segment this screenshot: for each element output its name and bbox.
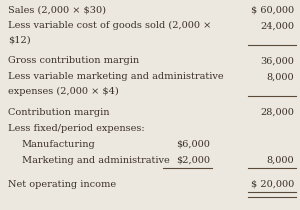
Text: $ 60,000: $ 60,000 (251, 5, 294, 14)
Text: $2,000: $2,000 (176, 156, 210, 165)
Text: $ 20,000: $ 20,000 (251, 180, 294, 189)
Text: 36,000: 36,000 (260, 56, 294, 66)
Text: Marketing and administrative: Marketing and administrative (22, 156, 170, 165)
Text: Net operating income: Net operating income (8, 180, 116, 189)
Text: Less variable marketing and administrative: Less variable marketing and administrati… (8, 72, 224, 81)
Text: Less fixed/period expenses:: Less fixed/period expenses: (8, 124, 145, 133)
Text: Gross contribution margin: Gross contribution margin (8, 56, 140, 66)
Text: $12): $12) (8, 35, 31, 45)
Text: 24,000: 24,000 (260, 21, 294, 30)
Text: Manufacturing: Manufacturing (22, 140, 96, 149)
Text: 8,000: 8,000 (266, 156, 294, 165)
Text: 28,000: 28,000 (260, 108, 294, 117)
Text: $6,000: $6,000 (176, 140, 210, 149)
Text: Contribution margin: Contribution margin (8, 108, 110, 117)
Text: expenses (2,000 × $4): expenses (2,000 × $4) (8, 87, 119, 96)
Text: 8,000: 8,000 (266, 72, 294, 81)
Text: Less variable cost of goods sold (2,000 ×: Less variable cost of goods sold (2,000 … (8, 21, 212, 30)
Text: Sales (2,000 × $30): Sales (2,000 × $30) (8, 5, 106, 14)
